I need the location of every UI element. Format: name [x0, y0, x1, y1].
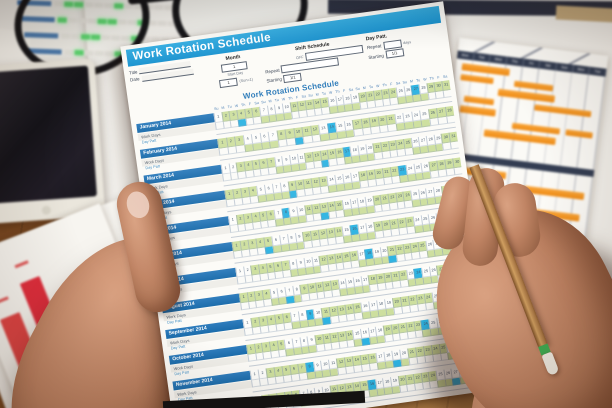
- shift-starting-label: Starting: [266, 76, 283, 84]
- month-field: 1: [220, 60, 248, 73]
- tablet-screen: [0, 65, 97, 204]
- pattern-starting-field: 1/1: [385, 48, 405, 59]
- pattern-starting-label: Starting: [367, 52, 385, 60]
- off-label: OFF: [295, 54, 304, 60]
- title-label: Title: [128, 68, 138, 76]
- thumb-nail: [123, 188, 153, 222]
- background-day-cell: [154, 4, 164, 10]
- shift-repeat-label: Repeat: [264, 67, 280, 75]
- days-suffix: days: [402, 39, 412, 45]
- weekday-cell: Sa: [442, 73, 448, 79]
- red-bar-label: [14, 260, 29, 269]
- pattern-repeat-label: Repeat: [366, 43, 382, 51]
- form-month-column: Month 1 Start Day 1 (Sun=1): [207, 51, 263, 92]
- tablet-device: [0, 58, 106, 224]
- tablet-home-button: [41, 205, 52, 216]
- start-day-note: (Sun=1): [239, 76, 254, 83]
- start-day-field: 1: [219, 77, 239, 88]
- shift-starting-field: 1/1: [283, 72, 303, 83]
- background-day-cell: [157, 20, 167, 26]
- date-label: Date: [129, 76, 140, 83]
